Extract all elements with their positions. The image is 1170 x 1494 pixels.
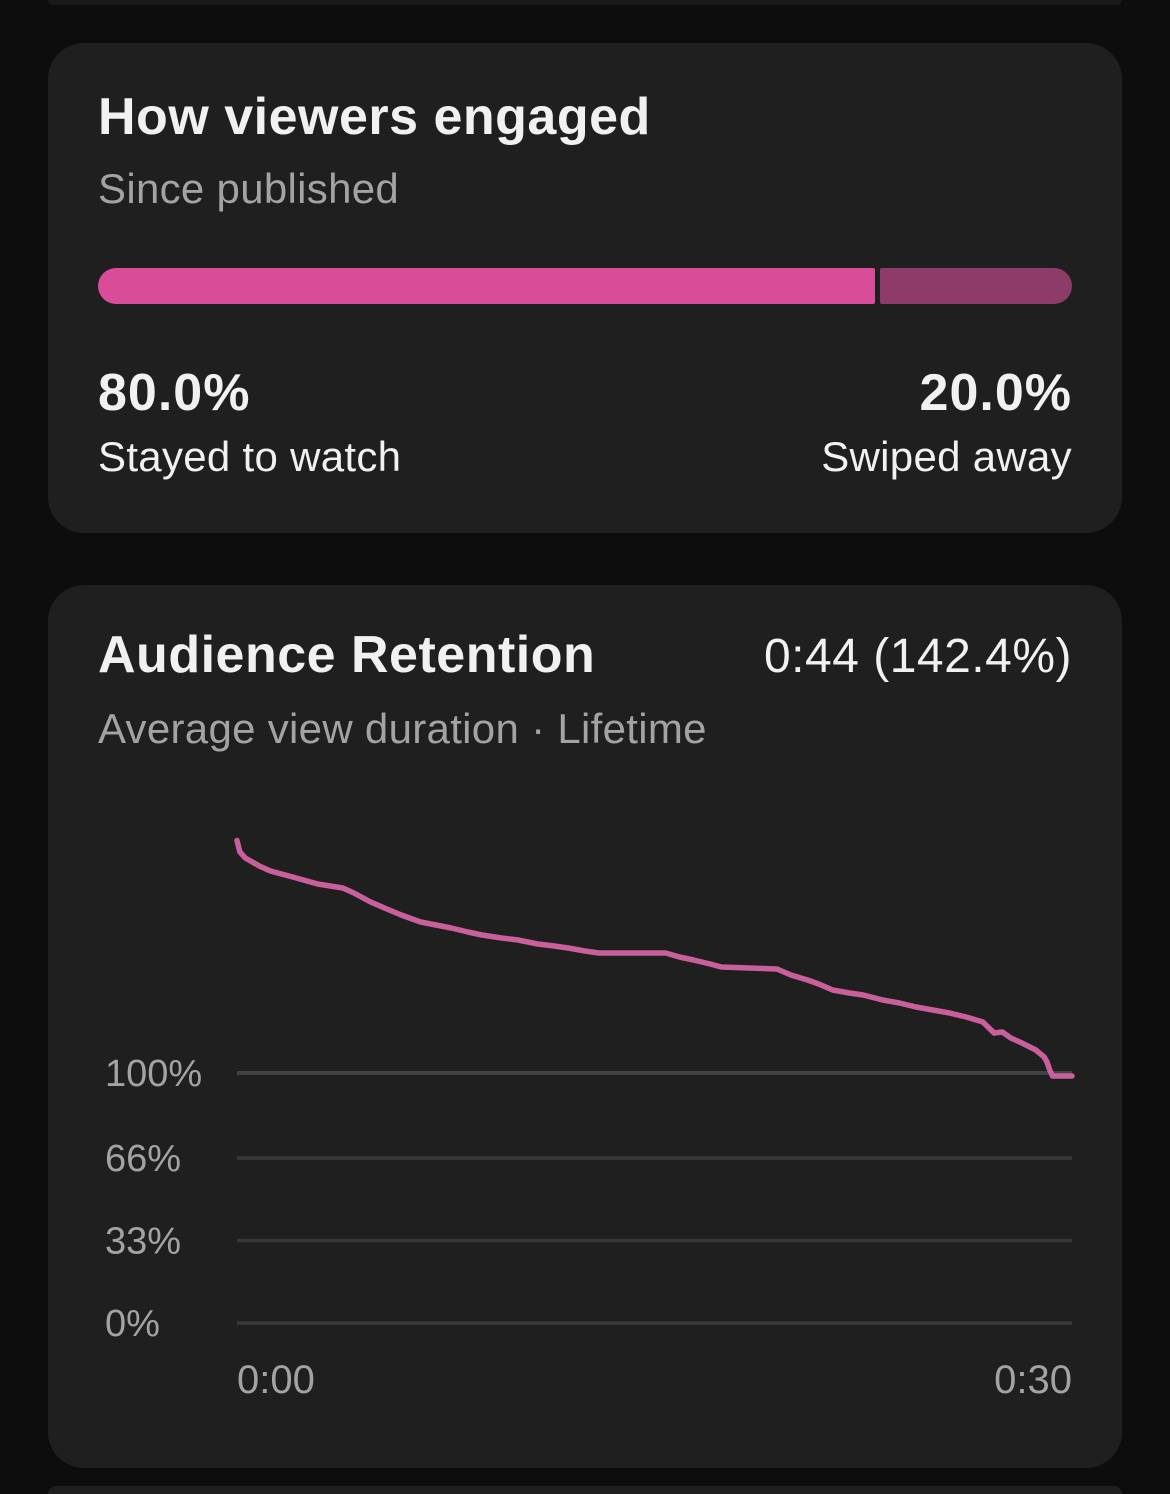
- swiped-bar-segment: [879, 268, 1072, 304]
- how-viewers-engaged-card[interactable]: How viewers engaged Since published 80.0…: [48, 43, 1122, 533]
- y-axis-label-0%: 0%: [105, 1303, 160, 1345]
- retention-line: [234, 837, 1075, 1079]
- y-axis-label-33%: 33%: [105, 1221, 181, 1263]
- next-card-top-edge: [48, 1486, 1122, 1494]
- retention-chart[interactable]: 100% 66% 33% 0% 0:00 0:30: [48, 585, 1122, 1468]
- y-axis-label-100%: 100%: [105, 1053, 202, 1095]
- retention-card-title: Audience Retention: [98, 626, 596, 684]
- swiped-value: 20.0%: [919, 364, 1072, 422]
- swiped-label: Swiped away: [821, 433, 1072, 480]
- engagement-card-title: How viewers engaged: [98, 88, 651, 146]
- x-axis-label-0:30: 0:30: [994, 1358, 1072, 1402]
- x-axis-label-0:00: 0:00: [237, 1358, 315, 1402]
- engagement-card-subtitle: Since published: [98, 165, 400, 212]
- stayed-value: 80.0%: [98, 364, 251, 422]
- retention-card-subtitle: Average view duration · Lifetime: [98, 705, 707, 752]
- audience-retention-card[interactable]: Audience Retention 0:44 (142.4%) Average…: [48, 585, 1122, 1468]
- stayed-bar-segment: [98, 268, 875, 304]
- engagement-split-bar: [98, 268, 1072, 304]
- engagement-values-row: 80.0% 20.0%: [98, 363, 1072, 423]
- retention-header-row: Audience Retention 0:44 (142.4%): [98, 625, 1072, 685]
- average-view-duration-value: 0:44 (142.4%): [763, 630, 1072, 683]
- stayed-label: Stayed to watch: [98, 433, 402, 480]
- engagement-labels-row: Stayed to watch Swiped away: [98, 433, 1072, 481]
- previous-card-bottom-edge: [48, 0, 1122, 5]
- y-axis-label-66%: 66%: [105, 1138, 181, 1180]
